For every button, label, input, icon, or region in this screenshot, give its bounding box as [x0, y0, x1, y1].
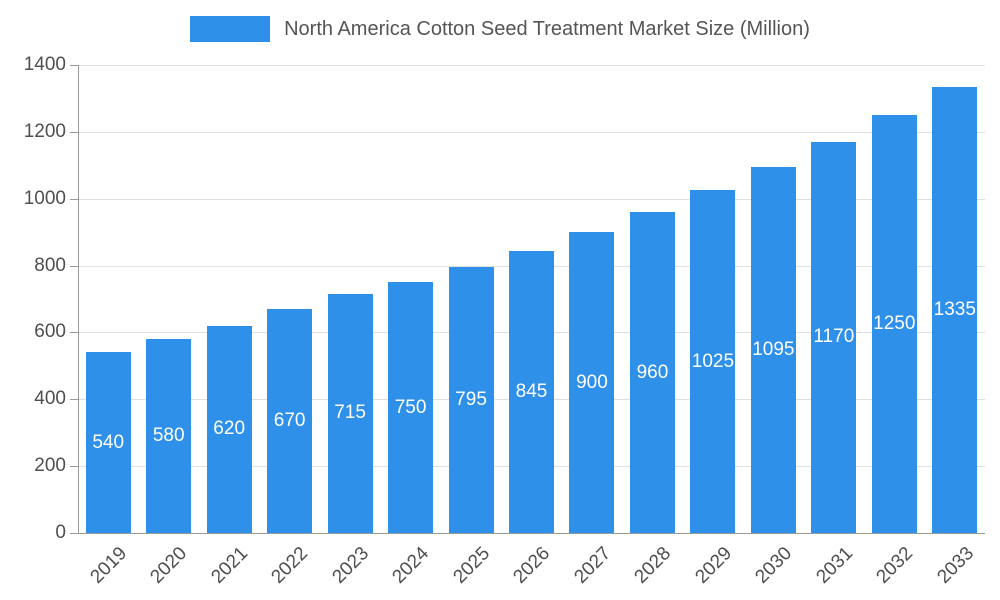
y-axis-label: 1200 [23, 120, 66, 142]
x-axis-label: 2030 [751, 543, 797, 588]
legend-swatch-icon [190, 16, 271, 42]
bar-value-label: 1025 [691, 350, 735, 372]
y-axis-label: 0 [55, 522, 66, 543]
bar-2029[interactable] [690, 190, 736, 533]
bar-value-label: 540 [92, 431, 125, 453]
bar-2027[interactable] [569, 232, 615, 533]
y-axis-label: 1000 [23, 187, 66, 209]
bar-2026[interactable] [509, 250, 554, 533]
gridline [78, 131, 985, 133]
y-axis-label: 1400 [23, 54, 66, 75]
bar-value-label: 1170 [813, 326, 855, 348]
x-axis-label: 2021 [207, 543, 253, 588]
y-axis-label: 600 [34, 321, 66, 343]
x-axis-label: 2023 [328, 543, 373, 588]
y-axis-label: 200 [34, 455, 66, 477]
bar-value-label: 670 [273, 410, 306, 431]
bar-2024[interactable] [388, 282, 434, 533]
x-axis-line [78, 533, 985, 534]
x-axis-label: 2028 [630, 543, 676, 588]
chart-legend[interactable]: North America Cotton Seed Treatment Mark… [0, 16, 1000, 42]
y-axis-tick [70, 131, 78, 133]
x-axis-label: 2027 [570, 543, 615, 588]
y-axis-tick [70, 332, 78, 334]
bar-2031[interactable] [811, 141, 857, 533]
y-axis-tick [70, 399, 78, 401]
bar-value-label: 960 [636, 361, 669, 383]
bar-2028[interactable] [629, 212, 675, 533]
bar-value-label: 795 [455, 389, 487, 411]
x-axis-label: 2029 [691, 543, 736, 588]
bar-2020[interactable] [146, 339, 192, 533]
bar-2025[interactable] [448, 267, 494, 533]
bar-value-label: 580 [152, 425, 185, 447]
x-axis-label: 2025 [449, 543, 494, 588]
bar-2033[interactable] [932, 86, 978, 533]
bar-value-label: 845 [515, 380, 548, 402]
bar-value-label: 750 [394, 396, 427, 418]
x-axis-label: 2032 [872, 543, 918, 588]
x-axis-label: 2026 [509, 543, 555, 588]
y-axis-tick [70, 265, 78, 267]
legend-label: North America Cotton Seed Treatment Mark… [284, 17, 810, 40]
y-axis-line [78, 65, 79, 533]
bar-value-label: 620 [213, 418, 246, 440]
bar-2022[interactable] [267, 309, 313, 533]
gridline [78, 65, 985, 66]
y-axis-tick [70, 198, 78, 200]
bar-2030[interactable] [750, 166, 796, 533]
x-axis-label: 2022 [267, 543, 313, 588]
bar-value-label: 1095 [752, 338, 795, 360]
bar-value-label: 900 [576, 371, 608, 393]
bar-2023[interactable] [327, 293, 373, 533]
bar-2032[interactable] [871, 115, 917, 533]
bar-2019[interactable] [85, 352, 131, 533]
y-axis-tick [70, 533, 78, 534]
y-axis-label: 400 [34, 388, 66, 410]
bar-2021[interactable] [206, 325, 252, 533]
bar-value-label: 715 [334, 402, 366, 424]
x-axis-label: 2033 [932, 543, 978, 588]
x-axis-label: 2031 [811, 543, 857, 588]
bar-value-label: 1250 [873, 313, 916, 335]
x-axis-label: 2020 [146, 543, 192, 588]
gridline [78, 198, 985, 200]
bar-value-label: 1335 [933, 298, 976, 320]
x-axis-label: 2019 [86, 543, 132, 588]
x-axis-label: 2024 [388, 543, 434, 588]
y-axis-label: 800 [34, 254, 66, 276]
y-axis-tick [70, 466, 78, 468]
y-axis-tick [70, 65, 78, 66]
